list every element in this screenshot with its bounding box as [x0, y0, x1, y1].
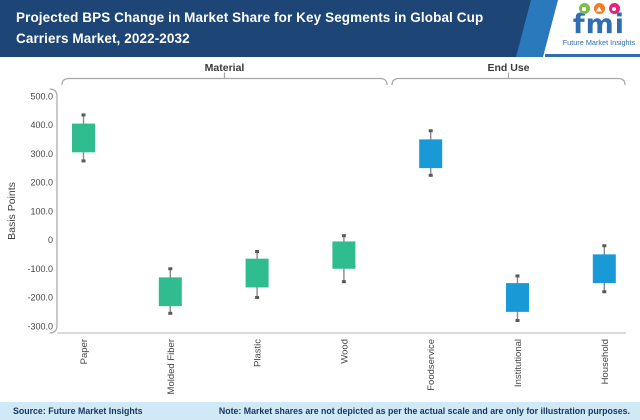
x-category-label: Wood: [339, 339, 350, 364]
whisker-cap-high: [515, 274, 520, 278]
note-text: Note: Market shares are not depicted as …: [218, 406, 630, 416]
chart-icon: [593, 3, 605, 14]
logo-subtitle: Future Market Insights: [562, 38, 636, 47]
y-tick-label: -300.0: [27, 321, 53, 331]
group-bracket: [61, 72, 388, 86]
x-category-label: Paper: [79, 339, 90, 364]
box-plastic: [245, 258, 269, 288]
person-icon: [608, 3, 620, 14]
y-tick-label: -200.0: [27, 293, 53, 303]
whisker-cap-high: [428, 129, 433, 133]
header-banner: Projected BPS Change in Market Share for…: [0, 0, 640, 57]
y-tick-label: 100.0: [30, 206, 53, 216]
group-label: Material: [205, 62, 245, 74]
footer-bar: Source: Future Market Insights Note: Mar…: [0, 402, 640, 420]
logo-dots: [560, 3, 638, 15]
whisker-cap-low: [168, 311, 173, 315]
chat-bubble-icon: [578, 3, 590, 14]
page-title: Projected BPS Change in Market Share for…: [16, 7, 516, 49]
page-title-line-2: Carriers Market, 2022-2032: [16, 31, 190, 46]
y-axis-title: Basis Points: [6, 182, 18, 240]
y-tick-label: -100.0: [27, 264, 53, 274]
whisker-cap-high: [602, 244, 607, 248]
box-molded-fiber: [158, 277, 182, 307]
source-text: Source: Future Market Insights: [13, 406, 143, 416]
y-tick-label: 400.0: [30, 120, 53, 130]
y-tick-label: 300.0: [30, 149, 53, 159]
y-tick-label: 200.0: [30, 178, 53, 188]
whisker-cap-high: [341, 234, 346, 238]
logo-panel: [543, 0, 640, 57]
page-title-line-1: Projected BPS Change in Market Share for…: [16, 10, 484, 25]
x-category-label: Plastic: [253, 339, 264, 367]
whisker-cap-low: [81, 159, 86, 163]
fmi-logo: fmi Future Market Insights: [560, 3, 638, 47]
whisker-cap-low: [255, 296, 260, 299]
box-wood: [332, 241, 356, 269]
whisker-cap-low: [341, 280, 346, 284]
box-whisker-chart: 500.0 400.0 300.0 200.0 100.0 0 -100.0 -200.0 -3…: [6, 62, 626, 394]
y-tick-label: 0: [48, 235, 53, 245]
group-bracket: [391, 72, 626, 86]
x-category-label: Molded Fiber: [166, 339, 177, 394]
y-tick-label: 500.0: [30, 91, 53, 101]
box-paper: [72, 123, 95, 153]
x-category-label: Institutional: [513, 339, 524, 387]
x-category-label: Foodservice: [426, 339, 437, 391]
whisker-cap-low: [428, 173, 433, 177]
group-label: End Use: [487, 62, 529, 74]
box-institutional: [506, 283, 529, 312]
box-household: [592, 254, 616, 284]
whisker-cap-low: [515, 319, 520, 322]
logo-wordmark: fmi: [572, 9, 626, 40]
chart-area: 500.0 400.0 300.0 200.0 100.0 0 -100.0 -200.0 -3…: [0, 57, 640, 402]
whisker-cap-high: [81, 113, 86, 117]
logo-underline: [545, 54, 640, 57]
x-category-label: Household: [600, 339, 611, 384]
box-foodservice: [419, 139, 443, 169]
whisker-cap-high: [255, 250, 260, 253]
whisker-cap-high: [168, 267, 173, 271]
y-axis-line: [49, 88, 58, 334]
whisker-cap-low: [602, 290, 607, 294]
